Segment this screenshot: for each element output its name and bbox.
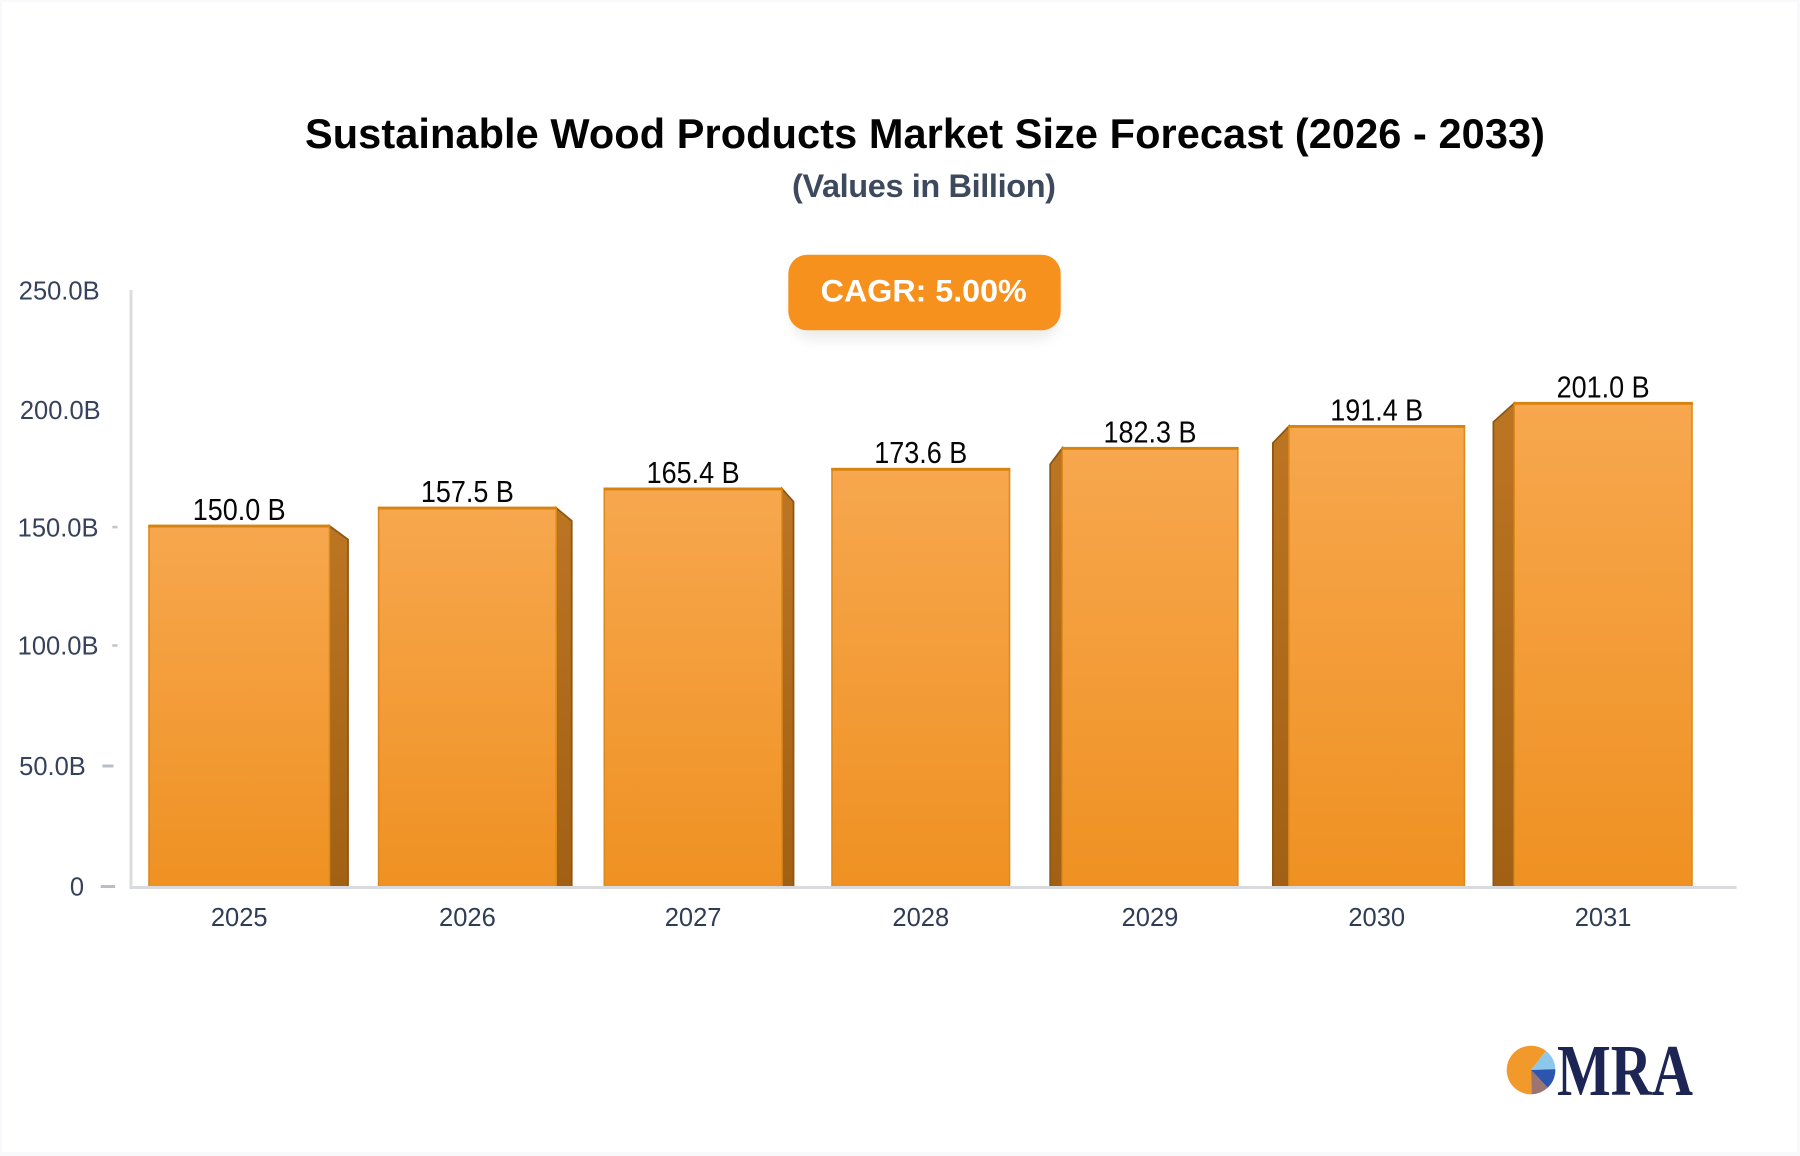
svg-text:150.0 B: 150.0 B (193, 493, 286, 527)
svg-text:Sustainable Wood Products Mark: Sustainable Wood Products Market Size Fo… (305, 110, 1545, 157)
svg-text:201.0 B: 201.0 B (1557, 370, 1650, 404)
svg-text:0: 0 (70, 874, 84, 902)
svg-text:150.0B: 150.0B (18, 514, 99, 542)
svg-text:165.4 B: 165.4 B (647, 456, 740, 490)
svg-text:157.5 B: 157.5 B (421, 475, 514, 509)
svg-text:100.0B: 100.0B (18, 633, 99, 661)
svg-text:2027: 2027 (665, 904, 722, 932)
svg-text:MRA: MRA (1557, 1031, 1693, 1111)
svg-text:182.3 B: 182.3 B (1104, 415, 1197, 449)
svg-text:2026: 2026 (439, 904, 496, 932)
svg-text:2031: 2031 (1575, 904, 1632, 932)
svg-text:(Values in Billion): (Values in Billion) (792, 168, 1056, 204)
svg-text:50.0B: 50.0B (19, 753, 86, 781)
svg-text:191.4 B: 191.4 B (1330, 393, 1423, 427)
svg-text:CAGR: 5.00%: CAGR: 5.00% (821, 273, 1027, 309)
svg-text:200.0B: 200.0B (20, 397, 101, 425)
svg-text:2029: 2029 (1122, 904, 1179, 932)
svg-text:2028: 2028 (892, 904, 949, 932)
svg-text:2025: 2025 (211, 904, 268, 932)
svg-text:250.0B: 250.0B (19, 278, 100, 306)
svg-text:2030: 2030 (1348, 904, 1405, 932)
svg-text:173.6 B: 173.6 B (874, 436, 967, 470)
